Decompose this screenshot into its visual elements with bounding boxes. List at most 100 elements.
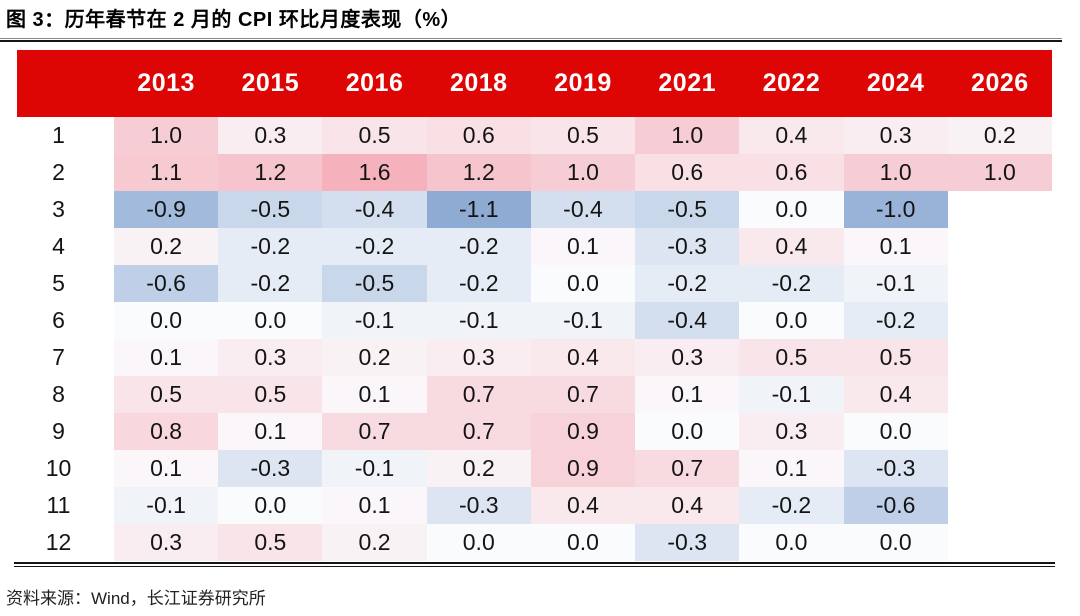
heatmap-cell: 0.7	[426, 413, 531, 450]
column-header-2026: 2026	[971, 69, 1029, 97]
heatmap-cell: 0.2	[322, 524, 427, 561]
heatmap-cell: -0.3	[426, 487, 531, 524]
source-note: 资料来源：Wind，长江证券研究所	[6, 589, 266, 608]
figure-title: 图 3：历年春节在 2 月的 CPI 环比月度表现（%）	[6, 9, 462, 31]
heatmap-cell	[947, 413, 1052, 450]
heatmap-cell: -1.1	[426, 191, 531, 228]
table-row: 7 0.1 0.3 0.2 0.3 0.4 0.3 0.5 0.5	[17, 339, 1052, 376]
column-header-2021: 2021	[658, 69, 717, 97]
heatmap-cell: 1.6	[322, 154, 427, 191]
heatmap-cell: 0.4	[739, 117, 844, 154]
heatmap-cell: 1.0	[530, 154, 636, 191]
heatmap-cell: 0.0	[843, 524, 948, 561]
row-label: 9	[17, 413, 114, 450]
column-header-2015: 2015	[241, 69, 300, 97]
heatmap-cell: -0.2	[322, 228, 427, 265]
heatmap-cell: 0.5	[114, 376, 219, 413]
table-row: 9 0.8 0.1 0.7 0.7 0.9 0.0 0.3 0.0	[17, 413, 1052, 450]
column-header-2018: 2018	[449, 69, 508, 97]
row-label: 7	[17, 339, 114, 376]
heatmap-cell: 0.5	[218, 376, 323, 413]
heatmap-cell: 0.4	[530, 339, 636, 376]
heatmap-cell: -1.0	[843, 191, 948, 228]
heatmap-cell: 0.1	[322, 376, 427, 413]
heatmap-cell: 0.1	[530, 228, 636, 265]
heatmap-cell: -0.4	[635, 302, 740, 339]
row-label: 2	[17, 154, 114, 191]
heatmap-cell	[947, 302, 1052, 339]
table-row: 1 1.0 0.3 0.5 0.6 0.5 1.0 0.4 0.3 0.2	[17, 117, 1052, 154]
table-row: 11 -0.1 0.0 0.1 -0.3 0.4 0.4 -0.2 -0.6	[17, 487, 1052, 524]
heatmap-cell: 0.6	[635, 154, 740, 191]
heatmap-cell: 0.7	[530, 376, 636, 413]
heatmap-cell: 0.2	[947, 117, 1052, 154]
heatmap-cell: -0.6	[843, 487, 948, 524]
heatmap-cell: -0.3	[218, 450, 323, 487]
heatmap-cell: 0.1	[218, 413, 323, 450]
heatmap-cell: -0.1	[530, 302, 636, 339]
heatmap-cell	[947, 376, 1052, 413]
row-label: 12	[17, 524, 114, 561]
table-row: 2 1.1 1.2 1.6 1.2 1.0 0.6 0.6 1.0 1.0	[17, 154, 1052, 191]
heatmap-cell: 1.2	[426, 154, 531, 191]
row-label: 10	[17, 450, 114, 487]
heatmap-cell: 0.5	[530, 117, 636, 154]
table-row: 10 0.1 -0.3 -0.1 0.2 0.9 0.7 0.1 -0.3	[17, 450, 1052, 487]
heatmap-cell: 1.0	[947, 154, 1052, 191]
heatmap-cell: -0.2	[739, 487, 844, 524]
heatmap-cell: 0.2	[114, 228, 219, 265]
heatmap-cell: 0.4	[635, 487, 740, 524]
heatmap-cell: 0.5	[739, 339, 844, 376]
row-label: 4	[17, 228, 114, 265]
heatmap-cell: -0.9	[114, 191, 219, 228]
heatmap-cell: -0.3	[635, 228, 740, 265]
heatmap-cell: 0.1	[114, 339, 219, 376]
heatmap-cell: 0.2	[322, 339, 427, 376]
heatmap-cell: 0.1	[322, 487, 427, 524]
column-header-2024: 2024	[866, 69, 925, 97]
heatmap-cell: 0.7	[426, 376, 531, 413]
heatmap-cell: -0.4	[322, 191, 427, 228]
column-header-2019: 2019	[554, 69, 612, 97]
heatmap-cell: 0.6	[426, 117, 531, 154]
heatmap-cell: -0.1	[114, 487, 219, 524]
table-row: 8 0.5 0.5 0.1 0.7 0.7 0.1 -0.1 0.4	[17, 376, 1052, 413]
column-header-2013: 2013	[137, 69, 195, 97]
row-label: 5	[17, 265, 114, 302]
heatmap-cell: 0.0	[114, 302, 219, 339]
heatmap-header-row: 2013 2015 2016 2018 2019 2021 2022 2024 2026	[17, 50, 1052, 117]
heatmap-cell	[947, 450, 1052, 487]
heatmap-cell: 0.0	[426, 524, 531, 561]
heatmap-cell: 0.3	[426, 339, 531, 376]
heatmap-cell: -0.3	[843, 450, 948, 487]
heatmap-cell: -0.2	[635, 265, 740, 302]
heatmap-cell: 0.4	[739, 228, 844, 265]
heatmap-cell: -0.5	[635, 191, 740, 228]
heatmap-cell	[947, 524, 1052, 561]
heatmap-cell: 0.6	[739, 154, 844, 191]
heatmap-cell: 0.1	[843, 228, 948, 265]
heatmap-cell: 1.0	[114, 117, 219, 154]
heatmap-cell: 0.0	[635, 413, 740, 450]
heatmap-cell: 0.3	[218, 339, 323, 376]
row-label: 8	[17, 376, 114, 413]
heatmap-cell: 0.0	[739, 524, 844, 561]
heatmap-cell: 0.7	[635, 450, 740, 487]
heatmap-cell: 0.5	[843, 339, 948, 376]
heatmap-cell: 0.0	[739, 191, 844, 228]
heatmap-cell: -0.3	[635, 524, 740, 561]
heatmap-cell: -0.1	[843, 265, 948, 302]
column-header-2022: 2022	[762, 69, 821, 97]
heatmap-cell: -0.4	[530, 191, 636, 228]
heatmap-cell: 0.0	[218, 302, 323, 339]
heatmap-cell: 0.4	[530, 487, 636, 524]
heatmap-cell	[947, 228, 1052, 265]
heatmap-cell: 0.1	[114, 450, 219, 487]
heatmap-cell: 1.0	[635, 117, 740, 154]
heatmap-cell: 0.0	[218, 487, 323, 524]
heatmap-cell: 0.8	[114, 413, 219, 450]
heatmap-cell: 1.2	[218, 154, 323, 191]
heatmap-cell: 0.1	[635, 376, 740, 413]
heatmap-cell: -0.1	[322, 450, 427, 487]
heatmap-cell: 0.0	[739, 302, 844, 339]
